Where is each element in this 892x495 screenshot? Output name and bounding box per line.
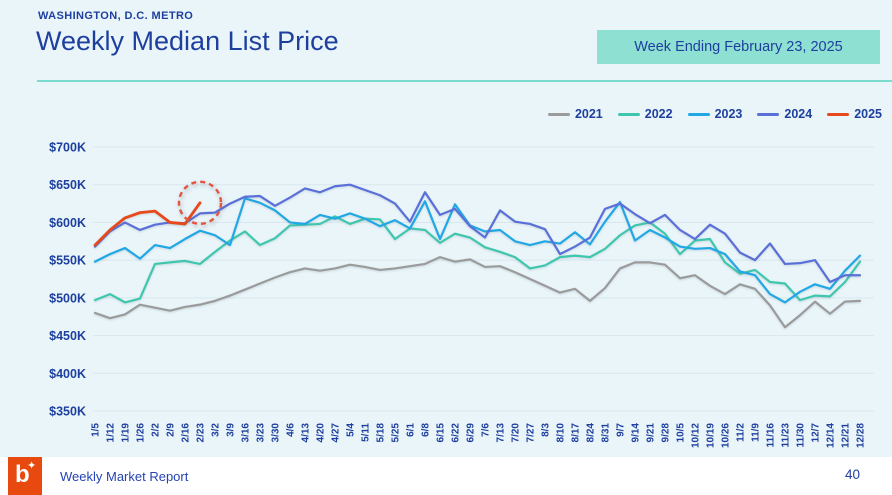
x-axis-label: 7/27 bbox=[526, 423, 537, 443]
week-ending-badge: Week Ending February 23, 2025 bbox=[597, 30, 880, 64]
x-axis-label: 1/5 bbox=[91, 423, 102, 437]
series-line-2024 bbox=[93, 183, 862, 284]
y-axis-label: $450K bbox=[49, 329, 86, 343]
legend-item-2021: 2021 bbox=[547, 107, 603, 121]
y-axis-label: $700K bbox=[49, 141, 86, 155]
x-axis-label: 9/7 bbox=[616, 423, 627, 437]
x-axis-label: 12/7 bbox=[811, 423, 822, 443]
x-axis-label: 7/13 bbox=[496, 423, 507, 443]
x-axis-label: 7/6 bbox=[481, 423, 492, 437]
x-axis-label: 12/28 bbox=[856, 423, 867, 448]
y-axis-label: $400K bbox=[49, 367, 86, 381]
brightmls-logo: b ✦ bbox=[8, 457, 42, 495]
x-axis-label: 6/15 bbox=[436, 423, 447, 443]
footer-bar: b ✦ Weekly Market Report 40 bbox=[0, 457, 892, 495]
x-axis-label: 5/4 bbox=[346, 423, 357, 437]
series-line-2021 bbox=[93, 256, 862, 329]
x-axis-label: 3/2 bbox=[211, 423, 222, 437]
chart-svg: $700K $650K $600K $550K $500K $450K $400K $350K… bbox=[49, 141, 874, 448]
x-axis-label: 5/11 bbox=[361, 423, 372, 442]
price-chart: $700K $650K $600K $550K $500K $450K $400K $350K… bbox=[0, 135, 892, 465]
x-axis-label: 11/23 bbox=[781, 423, 792, 448]
x-axis-label: 4/6 bbox=[286, 423, 297, 437]
legend-swatch-2023 bbox=[687, 112, 710, 116]
x-axis-label: 10/12 bbox=[691, 423, 702, 448]
legend-label-2022: 2022 bbox=[644, 107, 673, 121]
x-axis-label: 11/16 bbox=[766, 423, 777, 448]
legend-label-2023: 2023 bbox=[714, 107, 743, 121]
x-axis-label: 4/13 bbox=[301, 423, 312, 443]
x-axis-label: 1/26 bbox=[136, 423, 147, 443]
series-line-2025 bbox=[93, 201, 202, 247]
x-axis-label: 10/26 bbox=[721, 423, 732, 448]
series-line-2023 bbox=[93, 197, 862, 304]
x-axis-label: 6/22 bbox=[451, 423, 462, 443]
x-axis-label: 1/19 bbox=[121, 423, 132, 443]
x-axis-label: 5/25 bbox=[391, 423, 402, 443]
chart-legend: 2021 2022 2023 2024 2025 bbox=[547, 107, 882, 121]
x-axis-label: 10/5 bbox=[676, 423, 687, 443]
legend-swatch-2021 bbox=[547, 112, 570, 116]
legend-swatch-2022 bbox=[617, 112, 640, 116]
x-axis-label: 2/2 bbox=[151, 423, 162, 437]
x-axis-label: 8/24 bbox=[586, 423, 597, 443]
x-axis-label: 5/18 bbox=[376, 423, 387, 443]
x-axis-label: 11/30 bbox=[796, 423, 807, 448]
legend-item-2023: 2023 bbox=[687, 107, 743, 121]
page-number: 40 bbox=[844, 467, 860, 482]
legend-item-2022: 2022 bbox=[617, 107, 673, 121]
legend-item-2024: 2024 bbox=[757, 107, 812, 121]
x-axis-label: 2/9 bbox=[166, 423, 177, 437]
legend-item-2025: 2025 bbox=[827, 107, 882, 121]
y-axis-label: $600K bbox=[49, 216, 86, 230]
x-axis-label: 1/12 bbox=[106, 423, 117, 443]
legend-swatch-2025 bbox=[827, 112, 850, 116]
report-name: Weekly Market Report bbox=[60, 469, 189, 484]
page-title: Weekly Median List Price bbox=[36, 26, 339, 56]
legend-label-2021: 2021 bbox=[574, 107, 603, 121]
x-axis-label: 6/1 bbox=[406, 423, 417, 437]
header-divider bbox=[37, 80, 892, 82]
x-axis-label: 9/28 bbox=[661, 423, 672, 443]
region-kicker: WASHINGTON, D.C. METRO bbox=[38, 10, 194, 22]
x-axis-label: 9/21 bbox=[646, 423, 657, 443]
x-axis-label: 12/21 bbox=[841, 423, 852, 448]
x-axis-label: 8/10 bbox=[556, 423, 567, 443]
x-axis-label: 8/17 bbox=[571, 423, 582, 443]
x-axis-label: 4/27 bbox=[331, 423, 342, 443]
x-axis-label: 2/23 bbox=[196, 423, 207, 443]
y-axis-label: $500K bbox=[49, 291, 86, 305]
y-axis-label: $350K bbox=[49, 405, 86, 419]
x-axis-label: 8/3 bbox=[541, 423, 552, 437]
series-line-2022 bbox=[93, 215, 862, 304]
y-axis-label: $650K bbox=[49, 178, 86, 192]
legend-label-2024: 2024 bbox=[784, 107, 813, 121]
legend-swatch-2024 bbox=[757, 112, 780, 116]
x-axis-label: 3/30 bbox=[271, 423, 282, 443]
logo-sparkle-icon: ✦ bbox=[27, 460, 37, 472]
x-axis-label: 11/9 bbox=[751, 423, 762, 442]
x-axis-label: 6/8 bbox=[421, 423, 432, 437]
x-axis-label: 6/29 bbox=[466, 423, 477, 443]
logo-letter: b bbox=[15, 461, 30, 488]
x-axis-label: 3/23 bbox=[256, 423, 267, 443]
x-axis-label: 7/20 bbox=[511, 423, 522, 443]
x-axis-label: 11/2 bbox=[736, 423, 747, 442]
x-axis-label: 2/16 bbox=[181, 423, 192, 443]
x-axis-label: 12/14 bbox=[826, 423, 837, 448]
x-axis-label: 4/20 bbox=[316, 423, 327, 443]
x-axis-label: 3/9 bbox=[226, 423, 237, 437]
x-axis-label: 8/31 bbox=[601, 423, 612, 443]
x-axis-label: 10/19 bbox=[706, 423, 717, 448]
y-axis-label: $550K bbox=[49, 254, 86, 268]
x-axis-label: 9/14 bbox=[631, 423, 642, 443]
legend-label-2025: 2025 bbox=[854, 107, 882, 121]
x-axis-label: 3/16 bbox=[241, 423, 252, 443]
